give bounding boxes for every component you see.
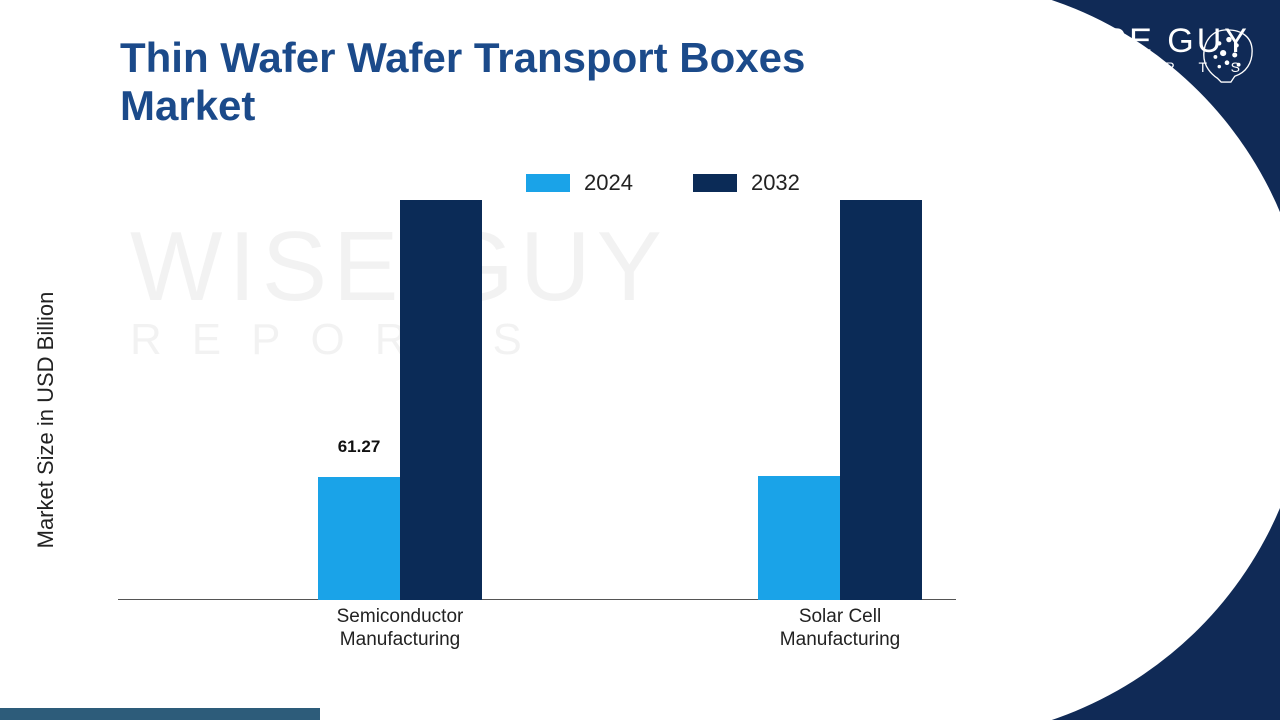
logo-head-icon <box>1198 26 1256 84</box>
canvas: WISE GUY R E P O R T S Thin Wafer Wafer … <box>0 0 1280 720</box>
bar <box>318 477 400 600</box>
bottom-accent-bar <box>0 708 320 720</box>
bar <box>758 476 840 600</box>
legend-label-2032: 2032 <box>751 170 800 196</box>
legend: 2024 2032 <box>526 170 800 196</box>
chart-title: Thin Wafer Wafer Transport Boxes Market <box>120 34 860 131</box>
bar-group: 61.27Semiconductor Manufacturing <box>318 200 482 600</box>
bar <box>840 200 922 600</box>
bar <box>400 200 482 600</box>
y-axis-label: Market Size in USD Billion <box>33 292 59 549</box>
category-label: Semiconductor Manufacturing <box>310 600 490 652</box>
legend-swatch-2024 <box>526 174 570 192</box>
right-brand-panel <box>960 0 1280 720</box>
legend-swatch-2032 <box>693 174 737 192</box>
plot-area: 61.27Semiconductor Manufacturing Solar Ce… <box>118 200 956 600</box>
legend-item-2024: 2024 <box>526 170 633 196</box>
chart: Market Size in USD Billion 2024 2032 61.… <box>56 170 956 670</box>
category-label: Solar Cell Manufacturing <box>750 600 930 652</box>
legend-label-2024: 2024 <box>584 170 633 196</box>
legend-item-2032: 2032 <box>693 170 800 196</box>
brand-logo: WISE GUY R E P O R T S <box>1030 22 1250 75</box>
bar-group: Solar Cell Manufacturing <box>758 200 922 600</box>
bar-value-label: 61.27 <box>338 437 381 457</box>
